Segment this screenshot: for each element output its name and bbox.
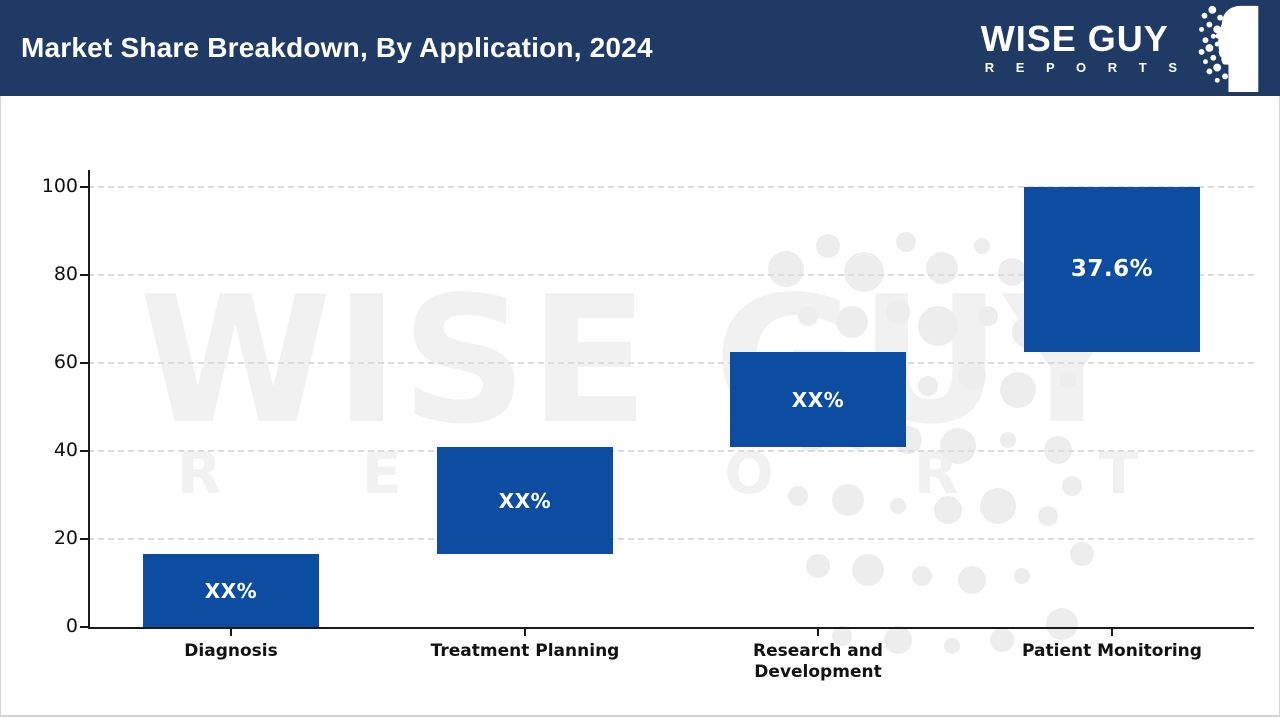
brand-face-icon [1188,3,1266,93]
y-axis-tick-label: 60 [53,350,78,373]
y-axis-tick-label: 80 [53,262,78,285]
y-axis-tick [80,626,88,628]
x-axis-tick [230,629,232,636]
gridline [88,361,1254,364]
chart-area: WISE GUY R E P O R T S [0,96,1280,717]
y-axis-tick-label: 0 [65,615,78,637]
gridline [88,185,1254,188]
y-axis-tick [80,537,88,540]
y-axis-tick [80,273,88,276]
bar-segment: XX% [730,352,906,448]
gridline [88,449,1254,452]
bar-value-label: XX% [791,387,845,412]
bar-value-label: 37.6% [1070,256,1154,283]
watermark-text: WISE GUY [139,260,1133,463]
watermark-face-dots [756,224,1116,708]
watermark-subtext: R E P O R T S [177,439,1280,507]
gridline [88,273,1254,276]
x-axis-tick [524,629,526,636]
x-axis-category-label: Treatment Planning [430,641,620,661]
y-axis-tick-label: 100 [41,174,78,197]
bar-segment: XX% [143,554,319,627]
x-axis-category-label: Research and Development [753,641,883,683]
y-axis-tick-label: 40 [53,438,78,461]
x-axis-category-label: Patient Monitoring [1022,641,1202,661]
page-title: Market Share Breakdown, By Application, … [21,32,653,63]
x-axis-tick [1111,629,1113,636]
gridline [88,537,1254,540]
y-axis-tick [80,185,88,188]
y-axis [88,170,90,629]
y-axis-tick-label: 20 [53,526,78,549]
y-axis-tick [80,449,88,452]
brand-subtitle: R E P O R T S [984,60,1186,75]
x-axis [88,627,1254,629]
header-bar: Market Share Breakdown, By Application, … [0,0,1280,96]
bar-value-label: XX% [204,578,258,603]
brand-logo: WISE GUY R E P O R T S [981,3,1266,93]
bar-value-label: XX% [498,488,552,513]
x-axis-tick [817,629,819,636]
x-axis-category-label: Diagnosis [184,641,278,661]
brand-name: WISE GUY [980,18,1169,59]
bar-segment: XX% [437,447,613,555]
y-axis-tick [80,361,88,364]
bar-segment: 37.6% [1024,186,1200,353]
